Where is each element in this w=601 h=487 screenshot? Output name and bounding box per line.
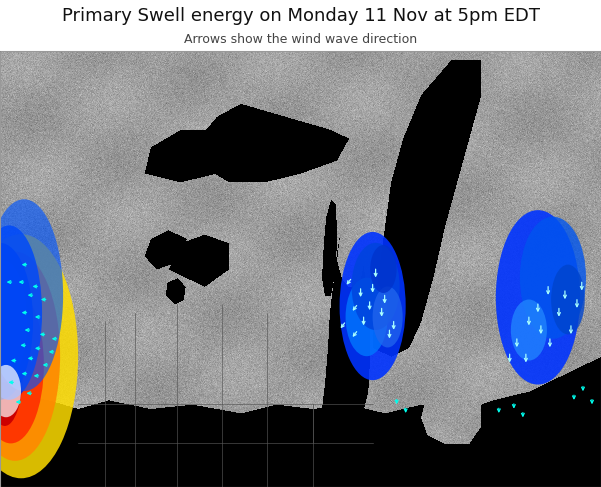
Ellipse shape — [370, 245, 397, 293]
Ellipse shape — [346, 278, 388, 356]
Ellipse shape — [0, 252, 60, 461]
Ellipse shape — [0, 286, 44, 443]
Ellipse shape — [0, 365, 21, 417]
Ellipse shape — [511, 300, 547, 360]
Ellipse shape — [551, 264, 585, 335]
Ellipse shape — [0, 234, 78, 478]
Ellipse shape — [520, 217, 586, 339]
Text: Arrows show the wind wave direction: Arrows show the wind wave direction — [184, 33, 417, 46]
Ellipse shape — [352, 243, 400, 330]
Ellipse shape — [0, 199, 63, 391]
Ellipse shape — [0, 321, 23, 426]
Ellipse shape — [373, 286, 403, 348]
Ellipse shape — [0, 260, 27, 382]
Ellipse shape — [340, 232, 406, 380]
Ellipse shape — [496, 210, 580, 385]
Ellipse shape — [0, 243, 33, 400]
Text: Primary Swell energy on Monday 11 Nov at 5pm EDT: Primary Swell energy on Monday 11 Nov at… — [61, 7, 540, 25]
Ellipse shape — [0, 225, 42, 400]
